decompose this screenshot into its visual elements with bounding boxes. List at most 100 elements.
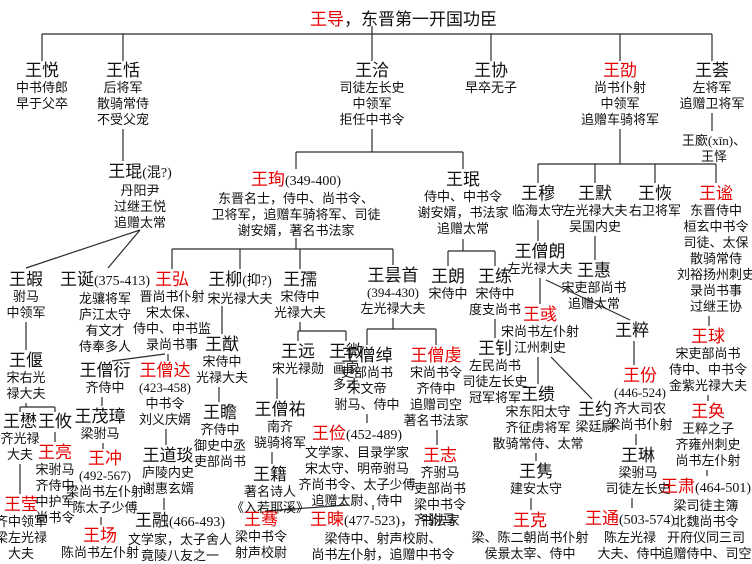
root-person-caption: ，东晋第一开国功臣 bbox=[344, 10, 497, 29]
person-name: 王柳 bbox=[208, 270, 243, 289]
person-detail: 庐陵内史 bbox=[141, 465, 195, 480]
person-detail: 临海太守 bbox=[511, 203, 565, 218]
person-dates: (375-413) bbox=[94, 274, 150, 289]
person-detail: 大夫 bbox=[6, 447, 34, 462]
person-dates: (349-400) bbox=[284, 174, 341, 189]
person-name-row: 王冲 bbox=[66, 450, 144, 468]
person-detail: 左民尚书 bbox=[468, 358, 522, 373]
person-detail: 中领军 bbox=[6, 305, 46, 320]
person-name-row: 王僧朗 bbox=[507, 243, 572, 261]
person-detail: 射声校尉 bbox=[234, 545, 288, 560]
person-detail: 梁尚书左仆射 bbox=[65, 484, 145, 499]
person-detail: 文学家，太子舍人 bbox=[127, 532, 233, 547]
person-detail: 齐尚书令、太子少傅 bbox=[298, 477, 416, 492]
person-name: 王朗 bbox=[430, 267, 465, 286]
person-node-wang-lang: 王朗 宋侍中 bbox=[428, 268, 467, 302]
person-detail: 文学家、目录学家 bbox=[304, 445, 410, 460]
person-detail: 过继王协 bbox=[689, 299, 743, 314]
person-name-row: 王籍 bbox=[231, 466, 309, 484]
person-detail: 梁左光禄 bbox=[0, 530, 48, 545]
person-name-row: 王懋 bbox=[0, 413, 39, 431]
person-name-row: 王朗 bbox=[428, 268, 467, 286]
person-node-wang-gu: 王嘏 驸马 中领军 bbox=[6, 271, 45, 321]
person-node-wang-hong: 王弘 晋尚书仆射 宋太保、 侍中、中书监 录尚书事 bbox=[133, 271, 211, 353]
person-node-wang-xun: 王珣(349-400) 东晋名士，侍中、尚书令、 卫将军，追赠车骑将军、司徒 谢安婿，… bbox=[211, 171, 380, 239]
person-name: 王骞 bbox=[243, 510, 278, 529]
person-name-row: 王珉 bbox=[417, 171, 508, 189]
person-name-row: 王嘏 bbox=[6, 271, 45, 289]
person-node-wang-you2: 王猷 宋侍中 光禄大夫 bbox=[196, 336, 248, 386]
person-name-row: 王约 bbox=[575, 401, 614, 419]
person-detail: 宋吏部尚书 bbox=[561, 280, 627, 295]
person-name-row: 王道琰 bbox=[142, 447, 194, 465]
person-detail: 梁司徒主簿 bbox=[673, 498, 739, 513]
person-name-row: 王份 bbox=[607, 367, 672, 385]
person-detail: 早于父卒 bbox=[15, 96, 69, 111]
person-node-wang-sengyou: 王僧祐 南齐 骁骑将军 bbox=[254, 401, 306, 451]
person-node-wang-dan: 王诞(375-413) 龙骧将军 庐江太守 有文才 侍奉多人 bbox=[60, 271, 150, 355]
person-name: 王孺 bbox=[282, 270, 317, 289]
person-node-wang-hui2: 王恢 右卫将军 bbox=[629, 185, 681, 219]
person-name-row: 王谧 bbox=[677, 185, 752, 203]
person-name-row: 王弘 bbox=[133, 271, 211, 289]
person-detail: 著名书法家 bbox=[403, 413, 469, 428]
person-detail: 丹阳尹 bbox=[120, 183, 160, 198]
person-detail: 谢安婿，书法家 bbox=[417, 205, 509, 220]
person-detail: (423-458) bbox=[138, 380, 191, 395]
person-name: 王协 bbox=[473, 61, 508, 80]
person-detail: 多才 bbox=[332, 377, 359, 392]
person-detail: 左将军 bbox=[692, 80, 732, 95]
person-node-wang-hui-brother: 王荟 左将军 追赠卫将军 bbox=[679, 62, 744, 112]
person-detail: 司徒、太保 bbox=[683, 235, 749, 250]
person-name: 王志 bbox=[422, 446, 457, 465]
person-detail: 追赠卫将军 bbox=[679, 96, 745, 111]
person-node-wang-jun4: 王隽 建安太守 bbox=[510, 463, 562, 497]
person-detail: 不受父宠 bbox=[96, 112, 150, 127]
person-detail: 侍中、中书令 bbox=[668, 362, 748, 377]
person-detail: 卫将军，追赠车骑将军、司徒 bbox=[211, 207, 381, 222]
person-node-wang-yan: 王偃 宋右光 禄大夫 bbox=[6, 352, 45, 402]
person-detail: 光禄大夫 bbox=[195, 370, 249, 385]
connector-line bbox=[107, 229, 141, 269]
person-name-row: 王通(503-574) bbox=[585, 510, 675, 530]
person-name-row: 王瞻 bbox=[194, 404, 246, 422]
person-name-row: 王僧祐 bbox=[254, 401, 306, 419]
person-name-row: 王俭(452-489) bbox=[298, 425, 415, 445]
person-detail: 晋尚书仆射 bbox=[139, 289, 205, 304]
person-name: 王洽 bbox=[354, 61, 389, 80]
person-detail: 庐江太守 bbox=[78, 307, 131, 322]
person-name: 王悦 bbox=[24, 61, 59, 80]
person-detail: 陈太子少傅 bbox=[72, 500, 138, 515]
person-detail: 追赠太常 bbox=[113, 215, 167, 230]
person-name: 王球 bbox=[690, 327, 725, 346]
person-detail: 宋尚书令 bbox=[409, 365, 463, 380]
person-name: 王荟 bbox=[694, 61, 729, 80]
person-name: 王默 bbox=[577, 184, 612, 203]
person-node-wang-liu: 王柳(抑?) 宋光禄大夫 bbox=[207, 271, 272, 307]
person-detail: 宋光禄大夫 bbox=[207, 291, 273, 306]
person-detail: 江州刺史 bbox=[513, 340, 567, 355]
person-name: 王隽 bbox=[518, 462, 553, 481]
person-name-row: 王僧绰 bbox=[334, 347, 399, 365]
person-name: 王克 bbox=[512, 511, 547, 530]
root-person-name: 王导 bbox=[310, 10, 344, 29]
person-node-wang-su: 王肃(464-501) 梁司徒主簿 北魏尚书令 开府仪同三司 追赠侍中、司空 bbox=[660, 478, 751, 562]
person-dates: (503-574) bbox=[619, 513, 675, 528]
person-detail: 宋文帝 bbox=[347, 381, 387, 396]
person-name: 王懋 bbox=[2, 412, 37, 431]
person-detail: 录尚书事 bbox=[145, 337, 199, 352]
person-name-row: 王莹 bbox=[0, 496, 47, 514]
person-node-wang-sengchuo: 王僧绰 吏部尚书 宋文帝 驸马、侍中 bbox=[334, 347, 399, 413]
person-detail: 王怿 bbox=[700, 149, 727, 164]
person-detail: 谢惠玄婿 bbox=[141, 481, 195, 496]
person-detail: 齐大司农 bbox=[613, 401, 667, 416]
person-node-wang-zhao: 王钊 左民尚书 司徒左长史 冠军将军 bbox=[462, 340, 527, 406]
person-name-row: 王穆 bbox=[512, 185, 564, 203]
person-name: 王籍 bbox=[252, 465, 287, 484]
person-detail: 追赠侍中、司空 bbox=[660, 546, 752, 561]
person-detail: 中领军 bbox=[352, 96, 392, 111]
person-node-wang-ying: 王莹 齐中领军 梁左光禄 大夫 bbox=[0, 496, 47, 562]
person-detail: 宋侍中 bbox=[428, 286, 468, 301]
person-name-row: 王僧衍 bbox=[80, 362, 131, 380]
